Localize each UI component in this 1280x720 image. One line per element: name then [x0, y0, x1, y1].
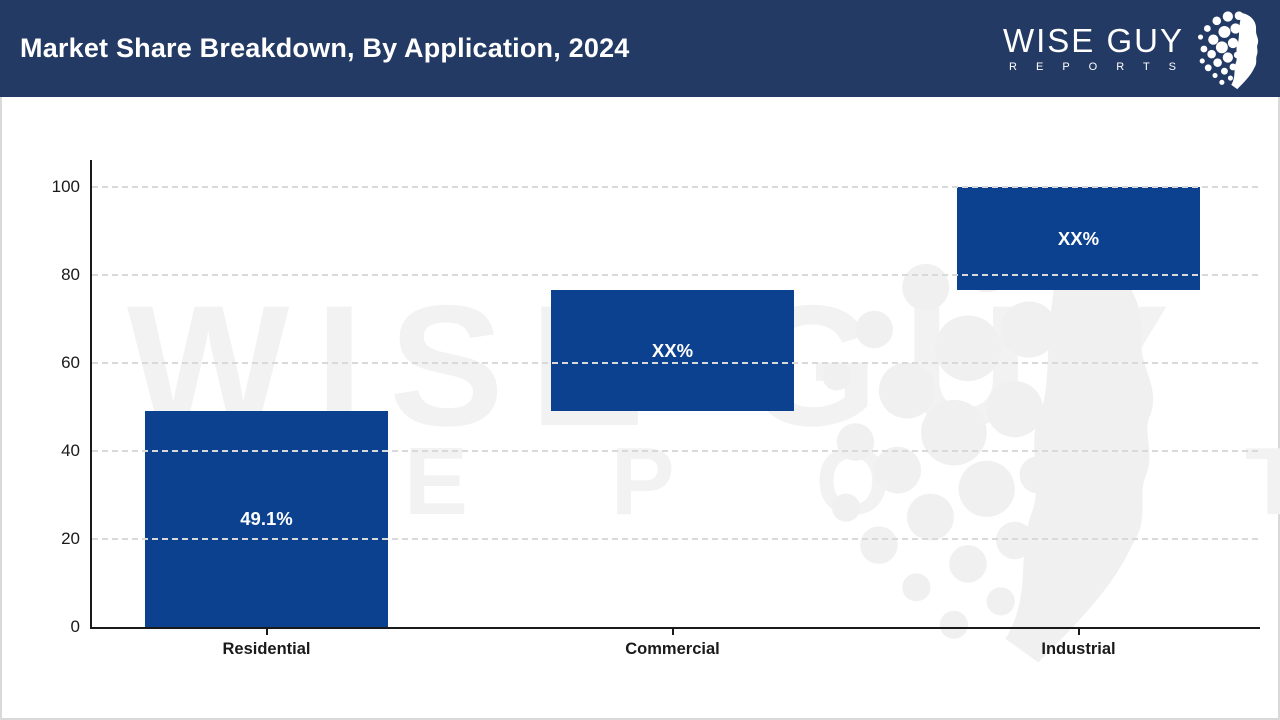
x-category-label-commercial: Commercial — [625, 640, 720, 658]
x-tick — [671, 629, 674, 635]
y-tick-label: 80 — [61, 265, 80, 284]
bar-value-label: 49.1% — [240, 507, 293, 529]
plot-area: 49.1% XX% XX% 0 20 40 60 80 100 Residential Commer… — [2, 97, 1278, 718]
y-axis-line — [90, 160, 92, 629]
brand-logo-text: WISE GUY R E P O R T S — [1003, 24, 1184, 73]
bar-industrial: XX% — [957, 187, 1200, 291]
brand-logo: WISE GUY R E P O R T S — [1003, 8, 1266, 90]
y-tick-label: 40 — [61, 441, 80, 460]
gridline-20 — [92, 538, 1258, 540]
bar-value-label: XX% — [1057, 227, 1100, 249]
x-category-label-industrial: Industrial — [1041, 640, 1116, 658]
x-category-label-residential: Residential — [222, 640, 311, 658]
gridline-100 — [92, 186, 1258, 188]
y-tick-label: 60 — [61, 353, 80, 372]
page-title: Market Share Breakdown, By Application, … — [20, 33, 630, 63]
y-tick-label: 0 — [70, 617, 80, 636]
bar-residential: 49.1% — [145, 410, 388, 627]
gridline-40 — [92, 450, 1258, 452]
x-tick — [265, 629, 268, 635]
x-axis-line — [90, 627, 1260, 629]
x-tick — [1077, 629, 1080, 635]
y-tick-label: 20 — [61, 529, 80, 548]
chart-region: WISE GUY R E P O R T S 49.1%XX%XX%02 — [0, 97, 1280, 720]
dotted-face-icon — [1197, 10, 1259, 89]
bar-value-label: XX% — [651, 339, 694, 361]
y-tick-label: 100 — [51, 177, 80, 196]
brand-subname: R E P O R T S — [1009, 61, 1184, 73]
brand-name: WISE GUY — [1002, 22, 1184, 59]
header-bar: Market Share Breakdown, By Application, … — [0, 0, 1280, 97]
gridline-80 — [92, 274, 1258, 276]
gridline-60 — [92, 362, 1258, 364]
bar-commercial: XX% — [551, 290, 794, 411]
